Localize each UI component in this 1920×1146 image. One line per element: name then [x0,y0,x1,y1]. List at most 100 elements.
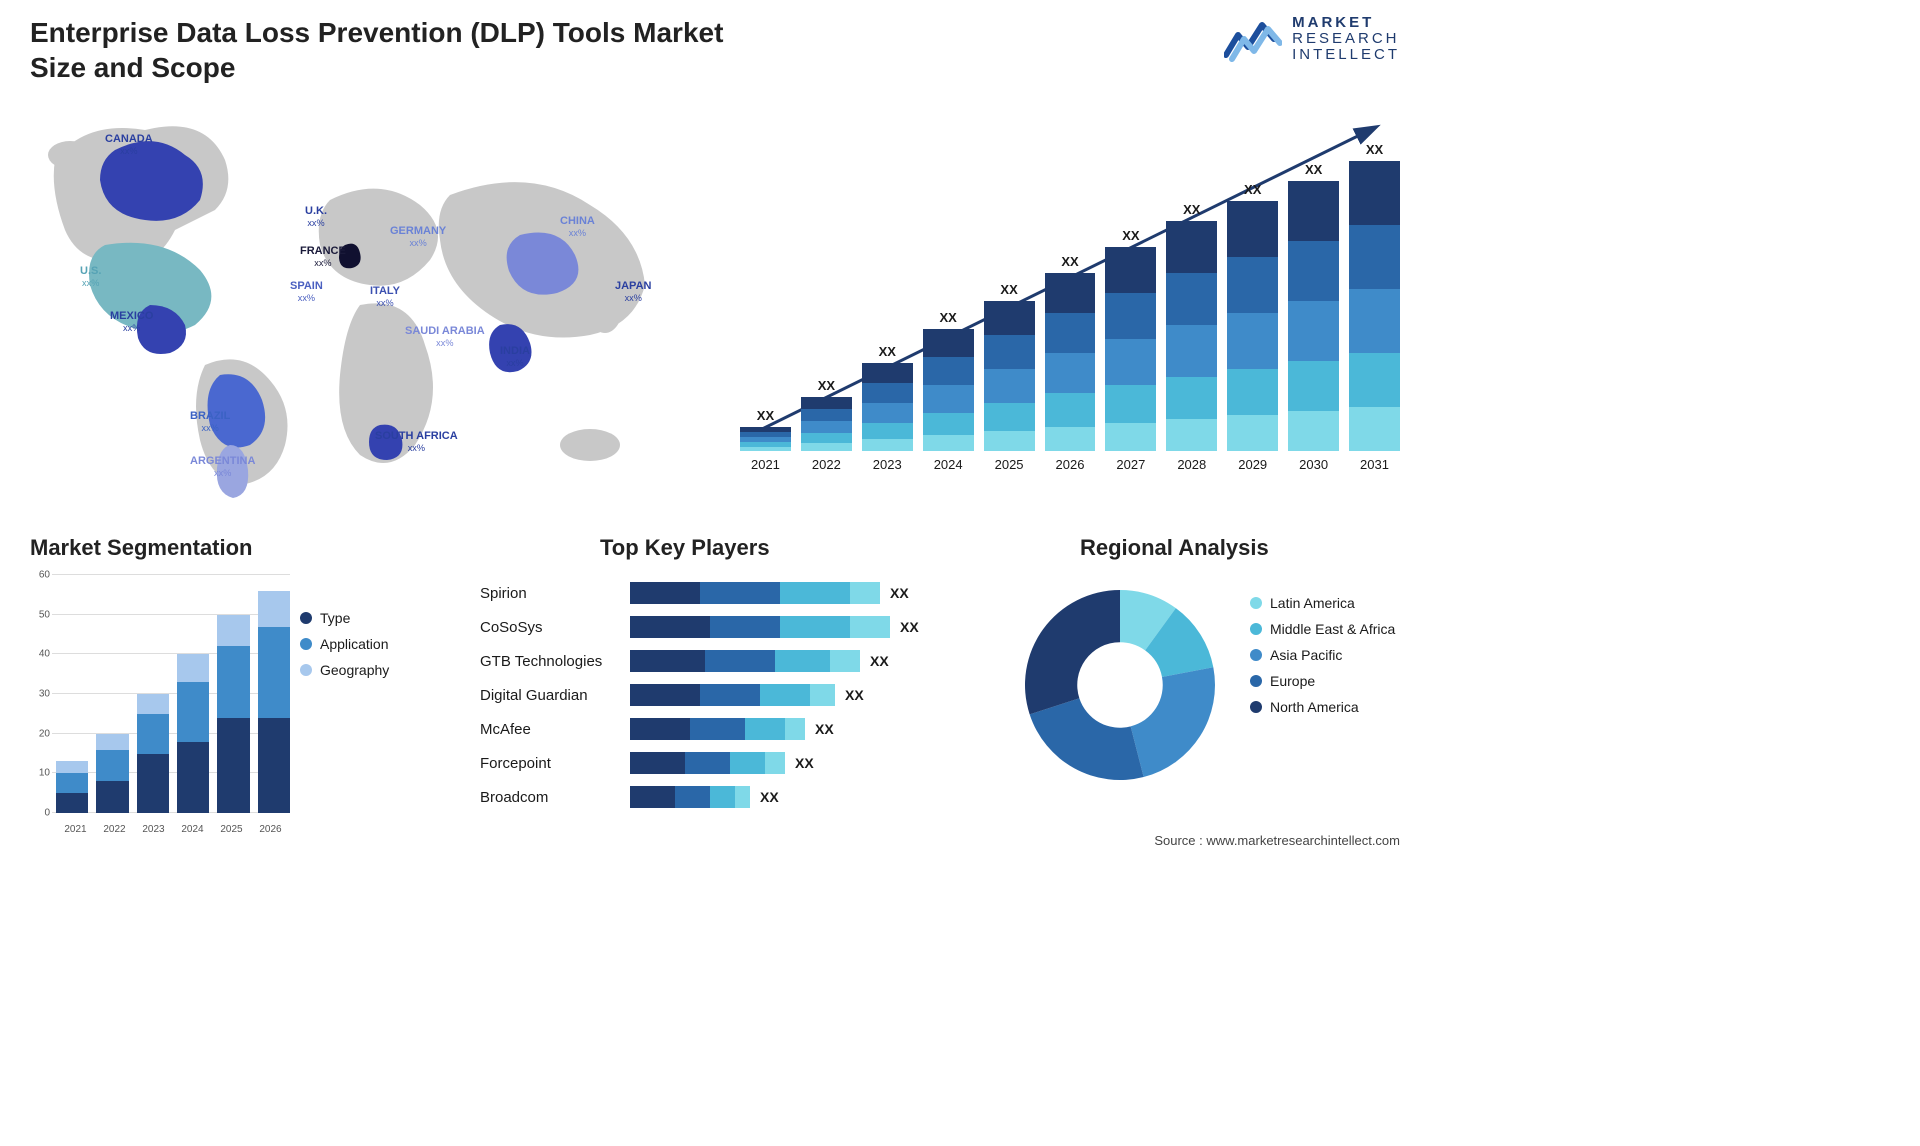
forecast-bar-segment [1166,325,1217,377]
player-bar-segment [760,684,810,706]
forecast-year-label: 2030 [1299,457,1328,472]
player-bar [630,684,835,706]
player-bar-segment [775,650,830,672]
forecast-bar-segment [923,435,974,451]
legend-item: Europe [1250,673,1395,689]
regional-legend: Latin AmericaMiddle East & AfricaAsia Pa… [1250,585,1395,725]
player-bar-segment [630,650,705,672]
forecast-bar-segment [1166,273,1217,325]
player-row: McAfeeXX [480,713,1000,745]
logo-line-2: RESEARCH [1292,31,1400,47]
map-label: SOUTH AFRICAxx% [375,430,458,453]
forecast-bar-segment [801,409,852,421]
player-bar-segment [780,582,850,604]
legend-label: Geography [320,662,389,678]
legend-label: Middle East & Africa [1270,621,1395,637]
segmentation-bar-segment [217,646,249,717]
player-bar-segment [830,650,860,672]
forecast-bar-segment [984,403,1035,431]
segmentation-bar-segment [56,761,88,773]
player-bar-segment [630,582,700,604]
forecast-bar-segment [1045,393,1096,427]
segmentation-bar [137,694,169,813]
segmentation-heading: Market Segmentation [30,535,253,561]
forecast-bar-label: XX [879,344,896,359]
segmentation-bar-segment [137,694,169,714]
players-heading: Top Key Players [600,535,770,561]
legend-item: Latin America [1250,595,1395,611]
source-attribution: Source : www.marketresearchintellect.com [1154,833,1400,848]
player-bar-segment [675,786,710,808]
player-row: Digital GuardianXX [480,679,1000,711]
forecast-year-label: 2022 [812,457,841,472]
forecast-bar-segment [1166,221,1217,273]
legend-label: North America [1270,699,1359,715]
forecast-bar-segment [862,363,913,383]
player-row: BroadcomXX [480,781,1000,813]
y-tick-label: 60 [39,570,50,581]
segmentation-bar-segment [96,781,128,813]
segmentation-bar-segment [258,718,290,813]
forecast-bar-segment [1045,273,1096,313]
player-value: XX [890,585,909,601]
segmentation-bar-segment [258,591,290,627]
forecast-bar-segment [1349,161,1400,225]
legend-swatch [1250,649,1262,661]
segmentation-bar-segment [217,718,249,813]
forecast-bar-segment [1227,415,1278,451]
donut-slice [1030,698,1144,780]
player-value: XX [870,653,889,669]
player-value: XX [760,789,779,805]
forecast-bar-segment [740,447,791,451]
segmentation-legend: TypeApplicationGeography [300,600,389,688]
forecast-bar-segment [1288,241,1339,301]
forecast-bar-segment [1105,339,1156,385]
player-value: XX [815,721,834,737]
map-label: U.S.xx% [80,265,101,288]
forecast-bar-segment [984,431,1035,451]
player-bar-segment [710,786,735,808]
forecast-bar: XX2023 [862,344,913,472]
forecast-bar-segment [1288,301,1339,361]
segmentation-bar-segment [137,714,169,754]
forecast-bar-segment [1288,181,1339,241]
player-name: Digital Guardian [480,687,630,704]
forecast-bar-segment [1227,369,1278,415]
donut-slice [1131,667,1215,777]
map-label: ITALYxx% [370,285,400,308]
regional-heading: Regional Analysis [1080,535,1269,561]
forecast-bar-segment [923,385,974,413]
player-bar-segment [735,786,750,808]
forecast-bar: XX2024 [923,310,974,472]
forecast-year-label: 2021 [751,457,780,472]
forecast-bar-label: XX [818,378,835,393]
forecast-bar: XX2026 [1045,254,1096,472]
forecast-bar-segment [1105,385,1156,423]
forecast-bar-label: XX [757,408,774,423]
player-bar [630,616,890,638]
player-bar-segment [690,718,745,740]
player-bar [630,786,750,808]
forecast-bar-segment [1349,407,1400,451]
forecast-bar-segment [801,443,852,451]
forecast-bar: XX 2022 [801,378,852,472]
forecast-year-label: 2029 [1238,457,1267,472]
page-title: Enterprise Data Loss Prevention (DLP) To… [30,15,730,85]
player-row: CoSoSysXX [480,611,1000,643]
forecast-bar: XX2028 [1166,202,1217,472]
player-bar [630,582,880,604]
player-bar-segment [780,616,850,638]
player-bar-segment [630,786,675,808]
legend-swatch [300,664,312,676]
player-value: XX [795,755,814,771]
forecast-bar-segment [801,397,852,409]
forecast-year-label: 2024 [934,457,963,472]
forecast-bar-segment [1105,293,1156,339]
legend-item: Geography [300,662,389,678]
forecast-bar: XX2029 [1227,182,1278,472]
x-tick-label: 2021 [56,824,95,835]
legend-swatch [1250,597,1262,609]
legend-swatch [1250,675,1262,687]
segmentation-bar-segment [177,682,209,742]
forecast-bar-segment [1045,353,1096,393]
